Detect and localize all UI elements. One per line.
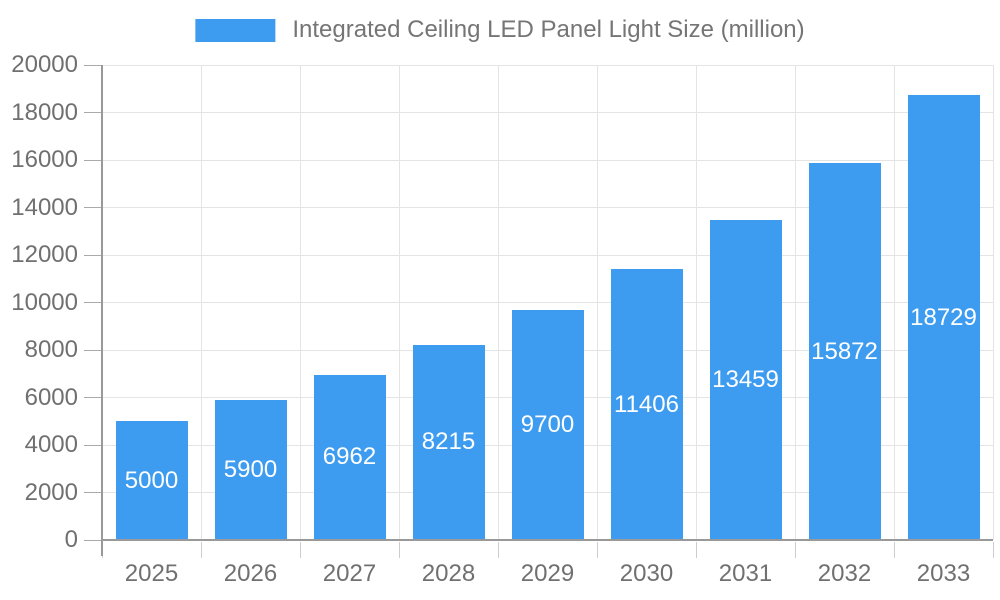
- legend-label: Integrated Ceiling LED Panel Light Size …: [292, 16, 805, 43]
- x-axis-label: 2029: [520, 560, 575, 587]
- bar-value-label: 18729: [910, 303, 977, 331]
- y-axis-label: 18000: [11, 98, 78, 126]
- bar: [610, 269, 683, 540]
- bar-value-label: 9700: [520, 410, 575, 438]
- y-axis-tick: [84, 492, 102, 493]
- y-axis-label: 2000: [24, 478, 78, 506]
- y-axis-tick: [84, 159, 102, 161]
- bar-value-label: 8215: [421, 428, 476, 456]
- y-axis-tick: [84, 112, 102, 113]
- bar-value-label: 5900: [223, 455, 278, 483]
- y-axis-label: 12000: [11, 241, 78, 268]
- bar: [709, 220, 782, 540]
- x-axis-tick: [200, 542, 202, 558]
- bar: [115, 421, 188, 540]
- v-gridline: [893, 65, 895, 540]
- y-axis-label: 16000: [11, 146, 78, 173]
- bar-value-label: 6962: [322, 443, 377, 471]
- x-axis-label: 2026: [223, 560, 278, 587]
- v-gridline: [398, 65, 400, 540]
- v-gridline: [794, 65, 796, 540]
- y-axis-label: 4000: [24, 431, 78, 458]
- y-axis-tick: [84, 207, 102, 208]
- bar: [907, 95, 980, 540]
- x-axis-label: 2030: [619, 560, 674, 587]
- bar: [412, 344, 485, 540]
- bar: [808, 163, 881, 540]
- bar: [313, 374, 386, 540]
- x-axis-label: 2028: [421, 560, 476, 587]
- x-axis-tick: [695, 542, 697, 558]
- legend-item[interactable]: Integrated Ceiling LED Panel Light Size …: [195, 16, 805, 44]
- y-axis-label: 6000: [24, 383, 78, 411]
- y-axis-label: 14000: [11, 193, 78, 221]
- x-axis-label: 2033: [916, 560, 971, 587]
- v-gridline: [695, 65, 697, 540]
- bar: [214, 399, 287, 540]
- x-axis-label: 2025: [124, 560, 179, 587]
- bar: [511, 309, 584, 540]
- h-gridline: [102, 207, 993, 208]
- x-axis-label: 2027: [322, 560, 377, 587]
- x-axis-tick: [992, 542, 994, 558]
- y-axis-tick: [84, 539, 102, 541]
- x-axis-tick: [893, 542, 895, 558]
- x-axis-label: 2031: [718, 560, 773, 587]
- v-gridline: [992, 65, 994, 540]
- y-axis-tick: [84, 349, 102, 351]
- y-axis-label: 0: [64, 526, 78, 553]
- v-gridline: [299, 65, 301, 540]
- y-axis-tick: [84, 64, 102, 66]
- bar-value-label: 11406: [614, 390, 679, 418]
- h-gridline: [102, 302, 993, 303]
- y-axis-line: [101, 65, 103, 556]
- y-axis-tick: [84, 397, 102, 398]
- y-axis-label: 10000: [11, 288, 78, 316]
- x-axis-tick: [497, 542, 499, 558]
- h-gridline: [102, 254, 993, 256]
- y-axis-label: 8000: [24, 336, 78, 363]
- bar-value-label: 5000: [124, 466, 179, 494]
- v-gridline: [596, 65, 598, 540]
- x-axis-tick: [398, 542, 400, 558]
- v-gridline: [497, 65, 499, 540]
- h-gridline: [102, 159, 993, 161]
- legend-swatch-icon: [195, 18, 276, 42]
- y-axis-tick: [84, 302, 102, 303]
- x-axis-line: [102, 539, 993, 541]
- bar-value-label: 13459: [712, 366, 779, 394]
- v-gridline: [200, 65, 202, 540]
- y-axis-tick: [84, 444, 102, 446]
- y-axis-tick: [84, 254, 102, 256]
- h-gridline: [102, 112, 993, 113]
- h-gridline: [102, 64, 993, 66]
- bar-value-label: 15872: [811, 337, 878, 365]
- x-axis-tick: [596, 542, 598, 558]
- x-axis-tick: [299, 542, 301, 558]
- x-axis-tick: [794, 542, 796, 558]
- y-axis-label: 20000: [11, 51, 78, 78]
- x-axis-label: 2032: [817, 560, 872, 587]
